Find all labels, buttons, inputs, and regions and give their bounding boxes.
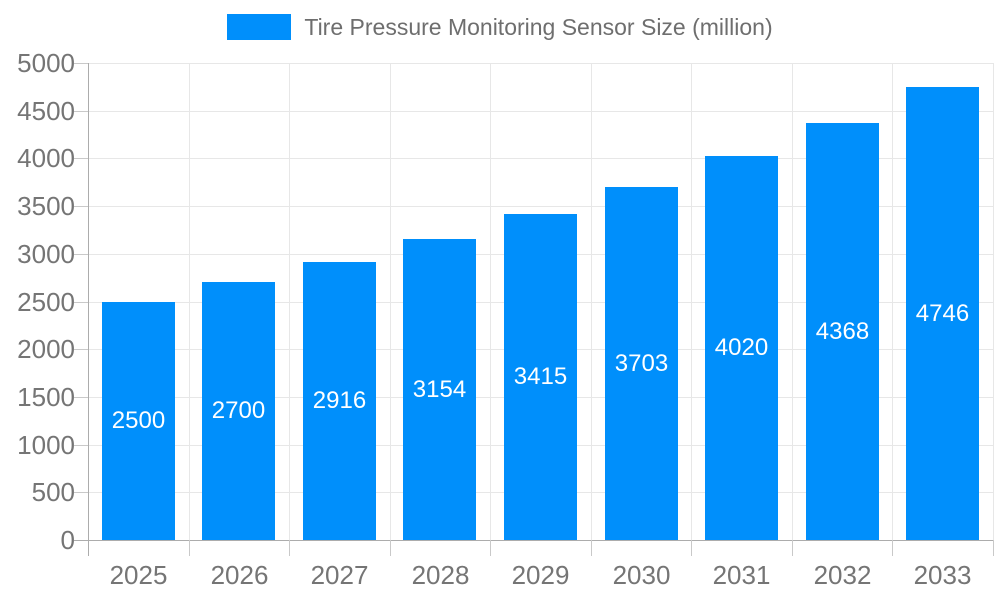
bar[interactable] xyxy=(906,87,979,540)
y-tick-label: 3500 xyxy=(17,191,75,221)
x-tick-mark xyxy=(792,540,793,556)
y-tick-label: 4000 xyxy=(17,143,75,173)
gridline-v xyxy=(490,63,491,540)
x-tick-label: 2027 xyxy=(310,560,369,590)
y-axis-line xyxy=(88,63,89,540)
x-tick-label: 2032 xyxy=(813,560,872,590)
y-tick-mark xyxy=(74,111,88,112)
legend-label: Tire Pressure Monitoring Sensor Size (mi… xyxy=(304,14,773,40)
y-tick-mark xyxy=(74,206,88,207)
y-tick-label: 3000 xyxy=(17,239,75,269)
x-tick-label: 2033 xyxy=(913,560,972,590)
gridline-v xyxy=(792,63,793,540)
bar[interactable] xyxy=(504,214,577,540)
y-tick-mark xyxy=(74,540,88,541)
bar[interactable] xyxy=(102,302,175,540)
x-tick-mark xyxy=(390,540,391,556)
bar[interactable] xyxy=(605,187,678,540)
gridline-v xyxy=(691,63,692,540)
y-tick-mark xyxy=(74,158,88,159)
x-tick-label: 2026 xyxy=(210,560,269,590)
bar-value-label: 4020 xyxy=(714,334,769,361)
gridline-h xyxy=(88,111,993,112)
y-tick-mark xyxy=(74,445,88,446)
gridline-h xyxy=(88,206,993,207)
y-tick-mark xyxy=(74,492,88,493)
x-tick-label: 2031 xyxy=(712,560,771,590)
x-tick-mark xyxy=(490,540,491,556)
y-tick-mark xyxy=(74,63,88,64)
bar-value-label: 4746 xyxy=(915,300,970,327)
y-tick-label: 0 xyxy=(60,525,75,555)
bar-value-label: 2916 xyxy=(312,387,367,414)
y-tick-mark xyxy=(74,254,88,255)
y-tick-label: 1500 xyxy=(17,382,75,412)
gridline-v xyxy=(390,63,391,540)
x-tick-label: 2029 xyxy=(511,560,570,590)
gridline-h xyxy=(88,158,993,159)
x-tick-mark xyxy=(691,540,692,556)
bar-value-label: 4368 xyxy=(815,318,870,345)
y-tick-mark xyxy=(74,397,88,398)
y-tick-mark xyxy=(74,302,88,303)
legend: Tire Pressure Monitoring Sensor Size (mi… xyxy=(0,14,1000,40)
x-axis-line xyxy=(88,540,993,541)
legend-swatch xyxy=(227,14,292,40)
bar-value-label: 2500 xyxy=(111,407,166,434)
x-tick-mark xyxy=(591,540,592,556)
bar[interactable] xyxy=(705,156,778,540)
y-tick-label: 2000 xyxy=(17,334,75,364)
x-tick-label: 2028 xyxy=(411,560,470,590)
gridline-v xyxy=(189,63,190,540)
gridline-v xyxy=(993,63,994,540)
y-tick-label: 500 xyxy=(31,477,75,507)
bar[interactable] xyxy=(806,123,879,540)
x-tick-mark xyxy=(88,540,89,556)
bar[interactable] xyxy=(303,262,376,540)
y-tick-mark xyxy=(74,349,88,350)
y-tick-label: 5000 xyxy=(17,48,75,78)
x-tick-mark xyxy=(892,540,893,556)
gridline-v xyxy=(591,63,592,540)
bar[interactable] xyxy=(403,239,476,540)
x-tick-mark xyxy=(289,540,290,556)
bar-value-label: 2700 xyxy=(211,397,266,424)
gridline-v xyxy=(892,63,893,540)
y-tick-label: 4500 xyxy=(17,96,75,126)
bar-value-label: 3154 xyxy=(412,376,467,403)
bar-value-label: 3415 xyxy=(513,363,568,390)
gridline-v xyxy=(289,63,290,540)
legend-item[interactable]: Tire Pressure Monitoring Sensor Size (mi… xyxy=(227,14,773,40)
y-tick-label: 1000 xyxy=(17,430,75,460)
y-tick-label: 2500 xyxy=(17,287,75,317)
x-tick-mark xyxy=(993,540,994,556)
x-tick-label: 2025 xyxy=(109,560,168,590)
bar[interactable] xyxy=(202,282,275,540)
x-tick-label: 2030 xyxy=(612,560,671,590)
x-tick-mark xyxy=(189,540,190,556)
gridline-h xyxy=(88,63,993,64)
bar-value-label: 3703 xyxy=(614,350,669,377)
